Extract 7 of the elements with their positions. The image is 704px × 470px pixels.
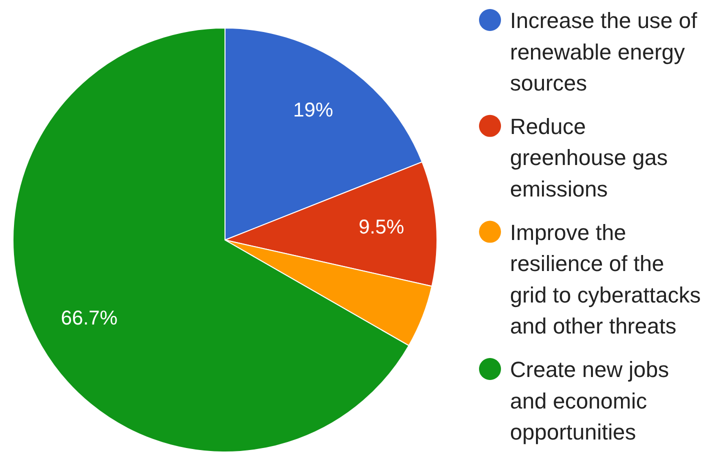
legend-label: Improve the resilience of the grid to cyberattacks and other threats — [510, 220, 701, 339]
data-label: 19% — [293, 99, 334, 122]
data-label: 9.5% — [358, 216, 404, 239]
legend-label: Increase the use of renewable energy sources — [510, 8, 698, 96]
data-label: 66.7% — [60, 308, 118, 330]
legend-label: Reduce greenhouse gas emissions — [510, 114, 668, 202]
legend-label: Create new jobs and economic opportunities — [510, 357, 669, 445]
